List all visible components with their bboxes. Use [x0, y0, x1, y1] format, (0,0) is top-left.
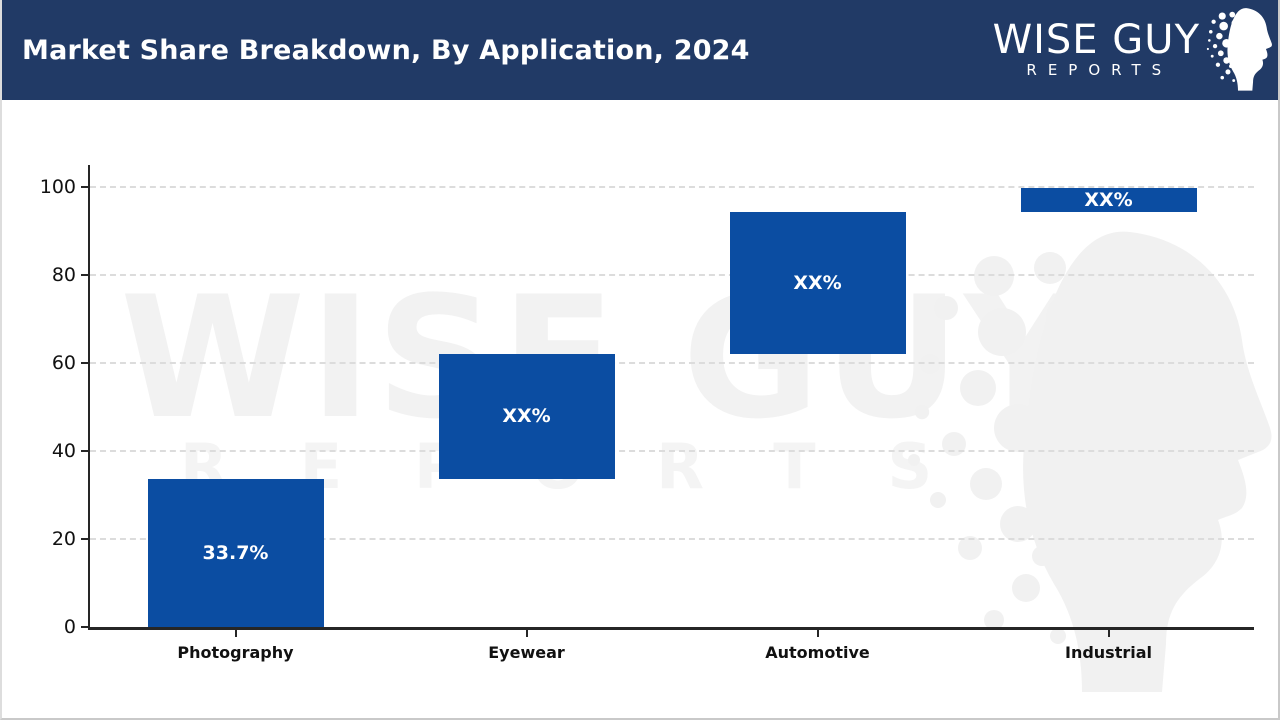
gridline-20 — [90, 538, 1254, 540]
y-tick-label: 80 — [51, 264, 76, 286]
y-axis-line — [88, 165, 90, 629]
wise-guy-logo: WISE GUY REPORTS — [993, 6, 1274, 92]
bar-eyewear — [438, 353, 615, 479]
x-tick — [525, 629, 528, 637]
x-tick — [234, 629, 237, 637]
y-tick — [81, 450, 90, 452]
chart-title: Market Share Breakdown, By Application, … — [22, 34, 750, 66]
x-category-label: Eyewear — [488, 643, 565, 662]
logo-text-wiseguy: WISE GUY — [992, 17, 1200, 63]
logo-text-reports: REPORTS — [1026, 61, 1173, 79]
y-tick — [81, 274, 90, 276]
bar-value-label: XX% — [502, 405, 551, 428]
gridline-40 — [90, 450, 1254, 452]
chart-area: WISE GUY REPORTS 02040608010033.7%Photog… — [2, 100, 1278, 718]
x-category-label: Photography — [177, 643, 294, 662]
y-tick — [81, 186, 90, 188]
bar-value-label: XX% — [793, 271, 842, 294]
y-tick-label: 100 — [39, 176, 76, 198]
logo-face-icon — [1206, 8, 1272, 91]
bar-photography — [147, 478, 324, 627]
y-tick-label: 60 — [51, 352, 76, 374]
gridline-100 — [90, 186, 1254, 188]
x-category-label: Industrial — [1064, 643, 1152, 662]
x-category-label: Automotive — [765, 643, 870, 662]
y-tick — [81, 538, 90, 540]
watermark-face-icon — [908, 231, 1272, 692]
x-tick — [1107, 629, 1110, 637]
y-tick — [81, 626, 90, 628]
x-tick — [816, 629, 819, 637]
y-tick — [81, 362, 90, 364]
y-tick-label: 20 — [51, 528, 76, 550]
x-axis-line — [88, 627, 1254, 630]
y-tick-label: 40 — [51, 440, 76, 462]
bar-value-label: 33.7% — [202, 541, 269, 564]
y-tick-label: 0 — [63, 616, 76, 638]
logo-wordmark: WISE GUY REPORTS — [993, 19, 1200, 79]
header: Market Share Breakdown, By Application, … — [2, 0, 1278, 100]
bar-industrial — [1020, 187, 1197, 212]
gridline-60 — [90, 362, 1254, 364]
bar-automotive — [729, 211, 906, 354]
gridline-80 — [90, 274, 1254, 276]
bar-value-label: XX% — [1084, 188, 1133, 211]
